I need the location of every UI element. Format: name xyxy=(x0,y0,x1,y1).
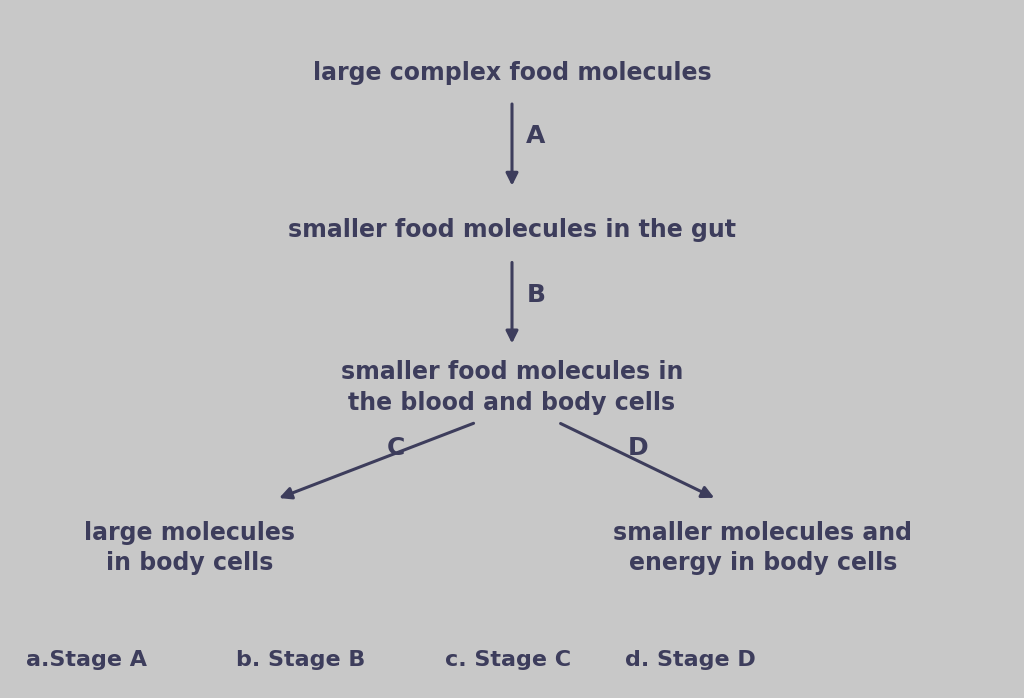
Text: a.Stage A: a.Stage A xyxy=(26,650,146,670)
Text: d. Stage D: d. Stage D xyxy=(625,650,756,670)
Text: C: C xyxy=(387,436,406,460)
Text: b. Stage B: b. Stage B xyxy=(236,650,365,670)
Text: smaller molecules and
energy in body cells: smaller molecules and energy in body cel… xyxy=(613,521,912,575)
Text: smaller food molecules in
the blood and body cells: smaller food molecules in the blood and … xyxy=(341,360,683,415)
Text: large molecules
in body cells: large molecules in body cells xyxy=(84,521,295,575)
Text: A: A xyxy=(526,124,546,148)
Text: D: D xyxy=(628,436,648,460)
Text: c. Stage C: c. Stage C xyxy=(445,650,571,670)
Text: B: B xyxy=(526,283,546,306)
Text: large complex food molecules: large complex food molecules xyxy=(312,61,712,85)
Text: smaller food molecules in the gut: smaller food molecules in the gut xyxy=(288,218,736,242)
